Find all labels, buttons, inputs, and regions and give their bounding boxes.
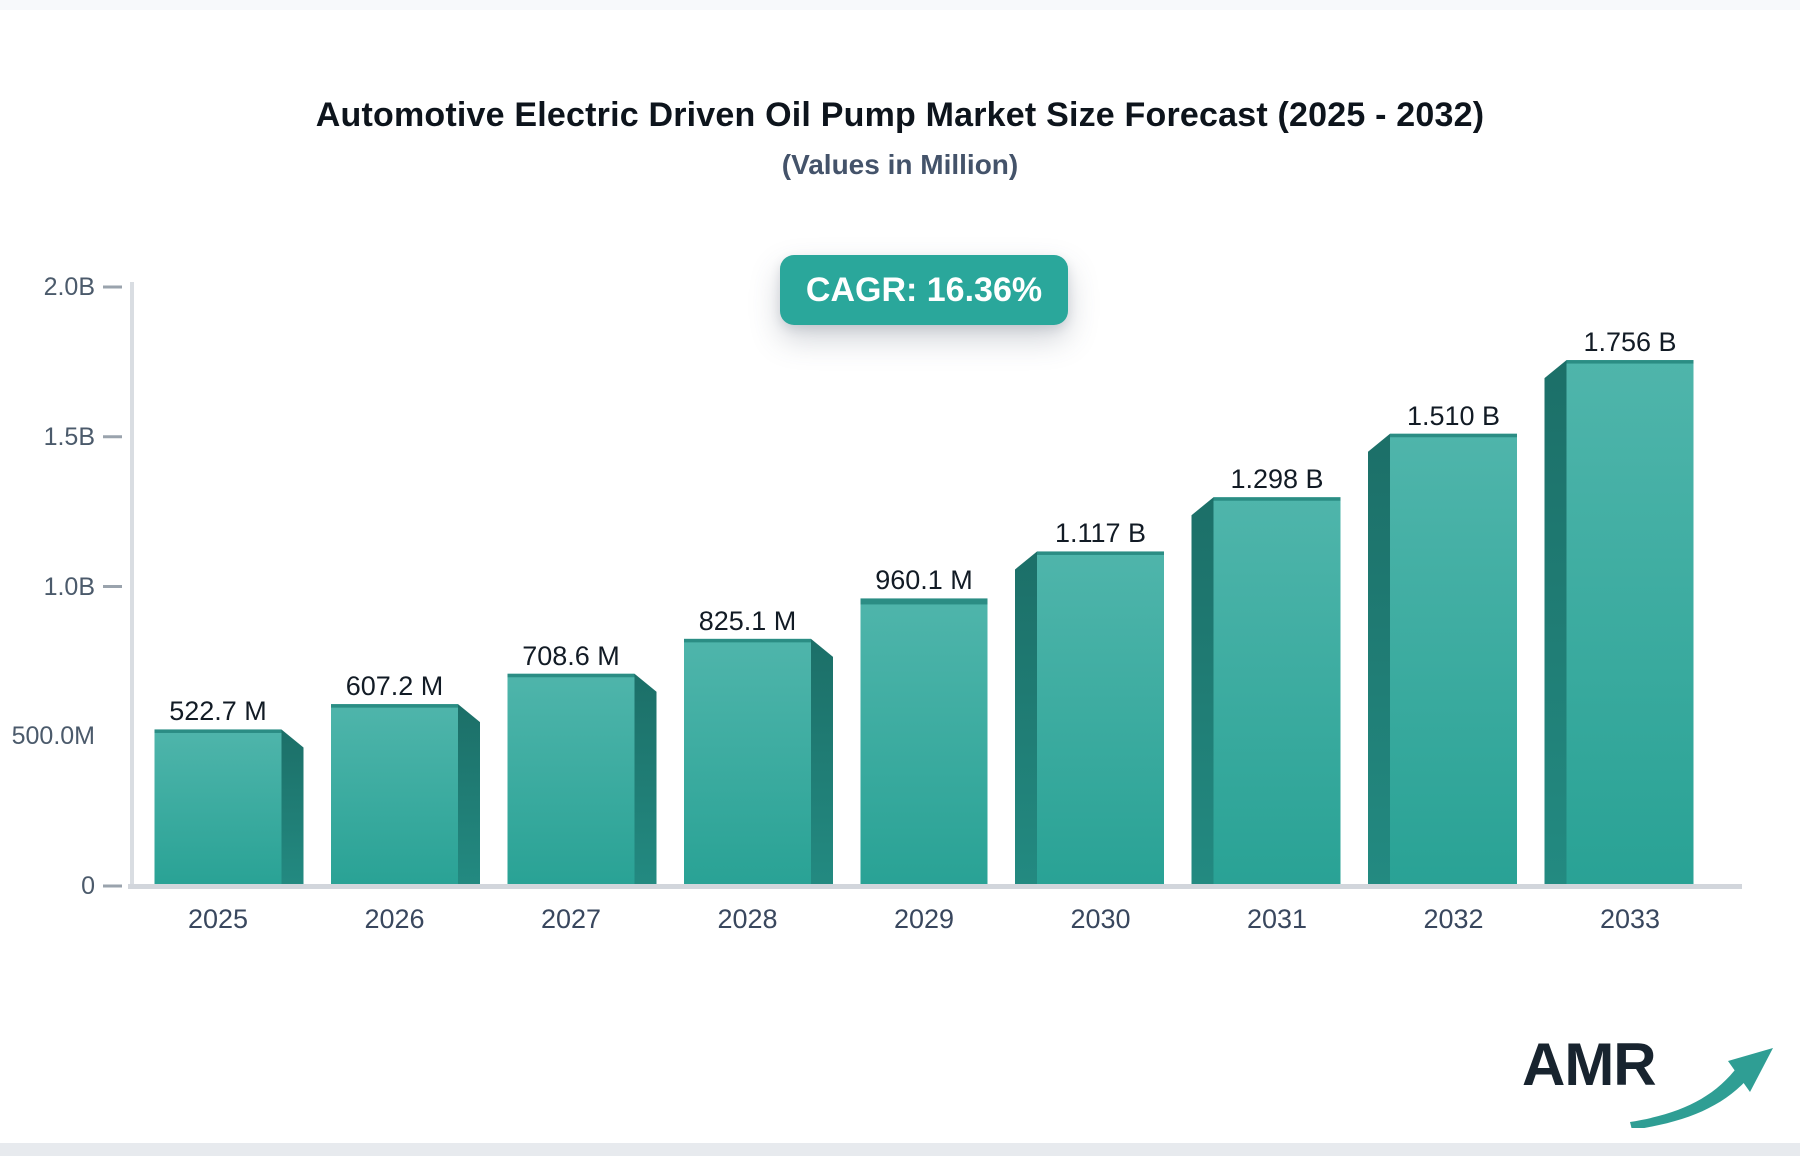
y-axis-tick-label: 500.0M <box>11 722 95 751</box>
bar-top-edge <box>1390 433 1517 438</box>
bar-side-face <box>1544 360 1567 886</box>
bar-side-face <box>811 638 833 886</box>
bar-side-face <box>458 704 480 886</box>
y-axis-tick-label: 0 <box>81 872 95 900</box>
page-bottom-strip <box>0 1143 1800 1156</box>
bar-top-edge <box>507 673 635 678</box>
y-axis-tick-dash <box>103 285 122 289</box>
bar <box>1213 497 1341 886</box>
chart-subtitle: (Values in Million) <box>781 149 1019 180</box>
cagr-badge: CAGR: 16.36% <box>780 255 1068 325</box>
y-axis-tick-dash <box>103 585 122 588</box>
bar-side-face <box>1191 497 1214 886</box>
y-axis-tick-label: 1.5B <box>43 422 95 451</box>
bar <box>331 704 458 886</box>
bar-top-edge <box>154 729 282 733</box>
bar <box>684 638 811 886</box>
bar <box>1566 360 1694 886</box>
bar-side-face <box>1368 433 1390 886</box>
page-top-strip <box>0 0 1800 10</box>
y-axis-tick-label: 1.0B <box>43 572 95 601</box>
bar-side-face <box>1015 551 1037 886</box>
bar-top-edge <box>860 598 988 605</box>
bar-top-edge <box>684 638 811 643</box>
y-axis-tick-dash <box>103 884 122 888</box>
y-axis-line <box>130 282 134 889</box>
chart-header: Automotive Electric Driven Oil Pump Mark… <box>0 0 1800 181</box>
bar-top-edge <box>1213 497 1341 501</box>
bar <box>1037 551 1164 886</box>
bar-side-face <box>634 673 657 886</box>
amr-logo: AMR <box>1522 1018 1782 1128</box>
y-axis-tick-dash <box>103 435 122 439</box>
y-axis-tick-label: 2.0B <box>43 273 95 301</box>
bar-top-edge <box>1566 360 1694 364</box>
amr-arrow-icon <box>1630 1048 1773 1128</box>
bar <box>154 729 282 886</box>
bar-top-edge <box>331 704 458 708</box>
bar <box>860 598 988 886</box>
x-axis-line <box>128 884 1742 889</box>
bar-top-edge <box>1037 551 1164 555</box>
amr-logo-text: AMR <box>1522 1031 1657 1098</box>
bar-side-face <box>281 729 304 886</box>
bar <box>507 673 635 886</box>
chart-title: Automotive Electric Driven Oil Pump Mark… <box>315 96 1485 134</box>
bar <box>1390 433 1517 886</box>
